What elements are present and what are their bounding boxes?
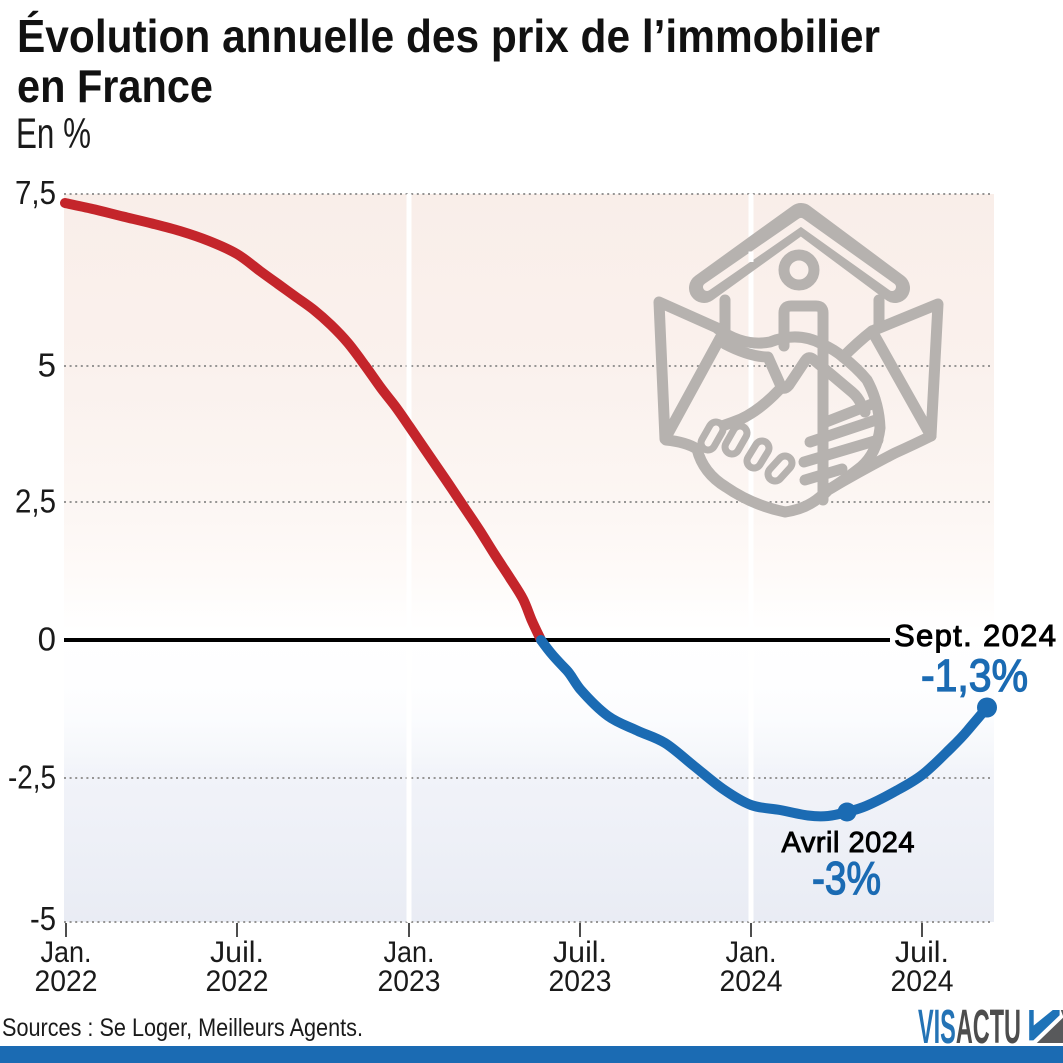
svg-text:2023: 2023 — [549, 965, 612, 998]
svg-text:7,5: 7,5 — [15, 174, 56, 211]
svg-text:Évolution annuelle des prix de: Évolution annuelle des prix de l’immobil… — [17, 10, 880, 62]
svg-text:Avril 2024: Avril 2024 — [782, 827, 915, 859]
svg-text:en France: en France — [17, 60, 213, 112]
svg-text:Jan.: Jan. — [384, 936, 435, 969]
svg-text:-5: -5 — [30, 900, 56, 937]
svg-text:2024: 2024 — [720, 965, 783, 998]
svg-text:5: 5 — [38, 347, 56, 384]
svg-text:Jan.: Jan. — [726, 936, 777, 969]
svg-text:Juil.: Juil. — [210, 936, 264, 969]
svg-text:Sept. 2024: Sept. 2024 — [894, 618, 1056, 653]
svg-text:Juil.: Juil. — [895, 936, 949, 969]
svg-text:2022: 2022 — [206, 965, 269, 998]
svg-text:En %: En % — [16, 110, 91, 158]
svg-text:2023: 2023 — [378, 965, 441, 998]
svg-text:2022: 2022 — [35, 965, 98, 998]
svg-text:2,5: 2,5 — [15, 483, 56, 520]
svg-text:-3%: -3% — [812, 852, 881, 904]
svg-text:VISACTU: VISACTU — [918, 1001, 1021, 1054]
svg-text:Sources : Se Loger, Meilleurs: Sources : Se Loger, Meilleurs Agents. — [2, 1014, 363, 1042]
svg-text:2024: 2024 — [891, 965, 954, 998]
svg-text:Jan.: Jan. — [41, 936, 92, 969]
svg-text:-1,3%: -1,3% — [921, 650, 1028, 701]
svg-text:-2,5: -2,5 — [8, 759, 56, 796]
svg-text:Juil.: Juil. — [553, 936, 607, 969]
svg-text:0: 0 — [38, 621, 56, 658]
